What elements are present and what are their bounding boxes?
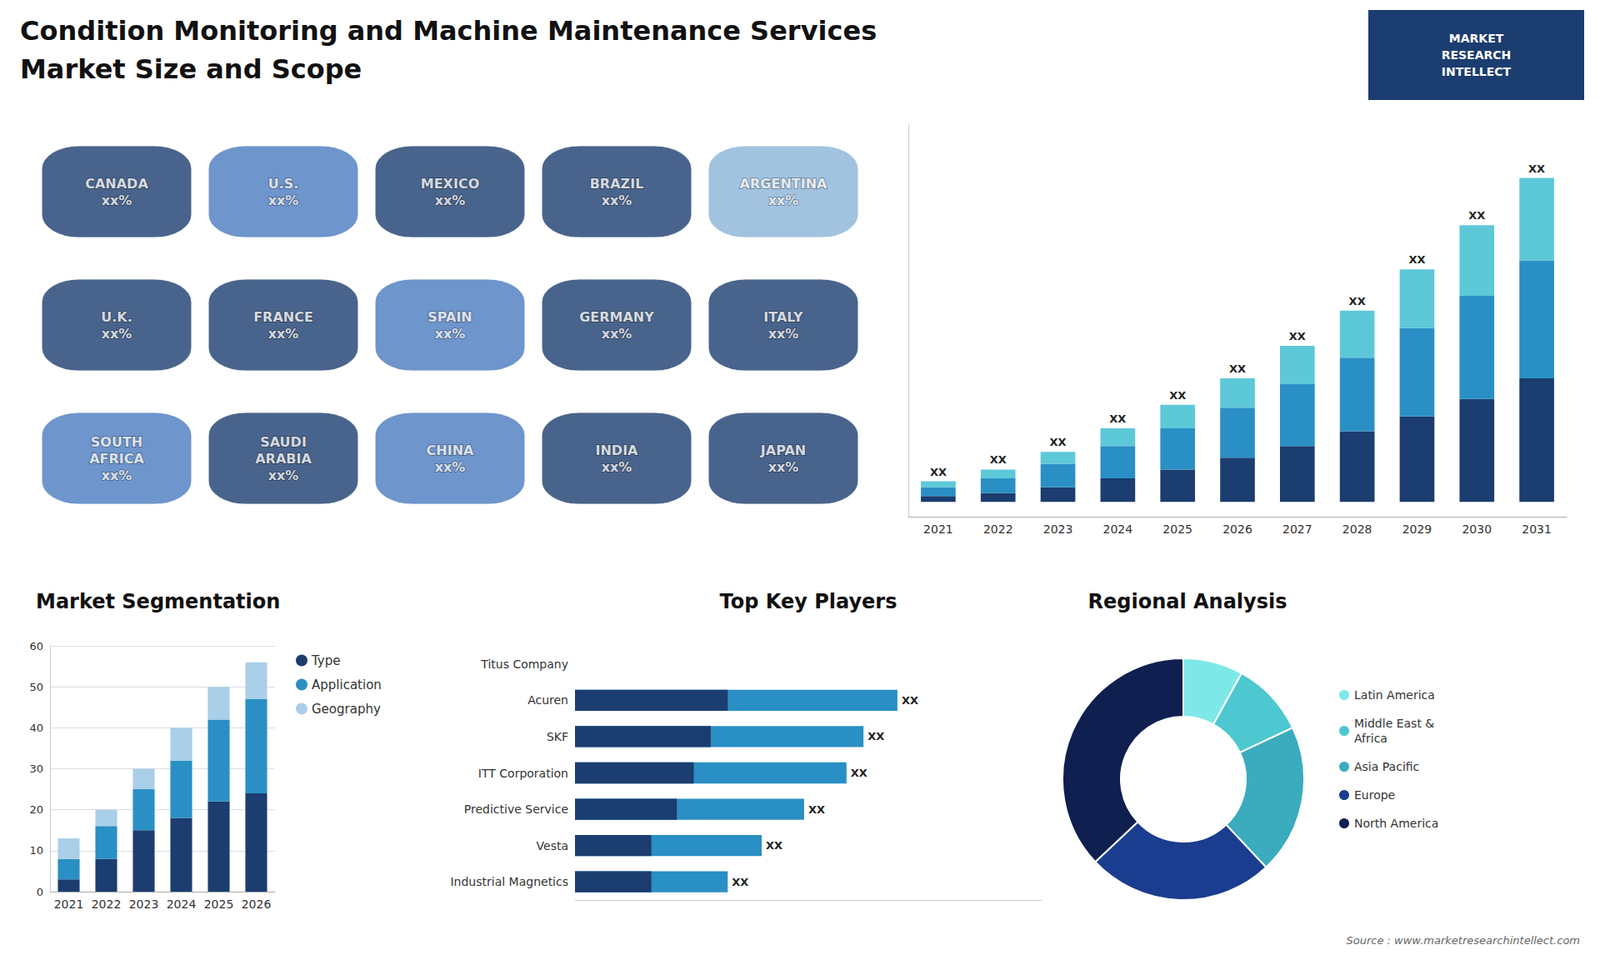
svg-text:XX: XX (1050, 435, 1067, 449)
svg-text:xx%: xx% (101, 192, 133, 209)
svg-text:XX: XX (867, 730, 885, 743)
svg-text:Asia Pacific: Asia Pacific (1354, 760, 1420, 774)
svg-text:Type: Type (310, 653, 340, 669)
svg-text:xx%: xx% (601, 459, 633, 475)
svg-text:20: 20 (29, 803, 44, 816)
svg-text:xx%: xx% (268, 192, 300, 209)
svg-text:2029: 2029 (1402, 522, 1433, 536)
svg-text:BRAZIL: BRAZIL (590, 175, 645, 192)
svg-text:Titus Company: Titus Company (480, 657, 569, 671)
svg-text:10: 10 (29, 844, 44, 857)
svg-text:SOUTH: SOUTH (90, 434, 143, 450)
svg-text:Acuren: Acuren (527, 693, 569, 707)
svg-text:2027: 2027 (1282, 522, 1313, 536)
svg-text:CHINA: CHINA (426, 442, 475, 459)
svg-text:xx%: xx% (601, 325, 633, 342)
svg-text:MEXICO: MEXICO (420, 175, 480, 192)
svg-text:2021: 2021 (54, 897, 85, 911)
svg-text:xx%: xx% (435, 459, 466, 475)
svg-text:AFRICA: AFRICA (89, 450, 145, 467)
svg-text:xx%: xx% (268, 467, 300, 484)
svg-text:INDIA: INDIA (595, 442, 640, 459)
svg-text:Regional Analysis: Regional Analysis (1087, 590, 1287, 614)
svg-text:Africa: Africa (1354, 731, 1388, 745)
svg-text:XX: XX (1349, 295, 1366, 308)
svg-text:JAPAN: JAPAN (760, 442, 806, 459)
svg-text:U.S.: U.S. (268, 175, 300, 192)
svg-text:50: 50 (29, 680, 44, 694)
svg-text:xx%: xx% (101, 467, 133, 484)
svg-text:Europe: Europe (1354, 788, 1395, 802)
svg-text:ARABIA: ARABIA (255, 450, 312, 467)
svg-text:xx%: xx% (601, 192, 633, 209)
svg-text:XX: XX (765, 839, 783, 852)
svg-text:XX: XX (990, 453, 1007, 466)
svg-text:XX: XX (1109, 412, 1126, 425)
svg-text:Market Segmentation: Market Segmentation (35, 590, 280, 614)
svg-text:XX: XX (1468, 209, 1485, 222)
svg-text:xx%: xx% (768, 459, 800, 475)
svg-text:xx%: xx% (768, 325, 800, 342)
svg-text:Predictive Service: Predictive Service (464, 802, 569, 816)
svg-text:XX: XX (850, 766, 868, 780)
svg-text:2026: 2026 (1222, 522, 1253, 536)
svg-text:Vesta: Vesta (536, 839, 569, 853)
svg-text:XX: XX (901, 694, 919, 707)
svg-text:xx%: xx% (101, 325, 133, 342)
svg-text:xx%: xx% (435, 325, 466, 342)
svg-text:MARKET: MARKET (1449, 31, 1505, 45)
svg-text:ITT Corporation: ITT Corporation (478, 766, 569, 780)
svg-text:Top Key Players: Top Key Players (720, 590, 898, 614)
svg-text:2025: 2025 (1162, 522, 1193, 536)
svg-text:ARGENTINA: ARGENTINA (740, 175, 828, 192)
svg-text:GERMANY: GERMANY (579, 309, 655, 325)
svg-text:Application: Application (311, 677, 382, 693)
svg-text:XX: XX (1528, 162, 1545, 175)
svg-text:2022: 2022 (983, 522, 1014, 536)
svg-text:2028: 2028 (1342, 522, 1373, 536)
svg-text:XX: XX (1289, 330, 1306, 343)
svg-text:U.K.: U.K. (100, 309, 133, 325)
svg-text:CANADA: CANADA (85, 175, 149, 192)
svg-text:XX: XX (1408, 253, 1425, 266)
svg-text:30: 30 (29, 762, 44, 775)
svg-text:ITALY: ITALY (763, 309, 804, 325)
svg-text:SPAIN: SPAIN (427, 309, 473, 325)
svg-text:Condition Monitoring and Machi: Condition Monitoring and Machine Mainten… (20, 15, 877, 47)
svg-text:xx%: xx% (268, 325, 300, 342)
svg-text:Middle East &: Middle East & (1354, 716, 1435, 730)
svg-text:2023: 2023 (1043, 522, 1074, 536)
svg-text:2030: 2030 (1461, 522, 1492, 536)
svg-text:2024: 2024 (166, 897, 197, 911)
svg-text:40: 40 (29, 721, 44, 735)
svg-text:RESEARCH: RESEARCH (1441, 48, 1512, 62)
svg-text:2022: 2022 (91, 897, 122, 911)
svg-text:60: 60 (29, 640, 44, 653)
svg-text:XX: XX (930, 465, 947, 479)
svg-text:2031: 2031 (1521, 522, 1552, 536)
svg-text:Latin America: Latin America (1354, 688, 1435, 702)
svg-text:xx%: xx% (435, 192, 466, 209)
svg-text:Industrial Magnetics: Industrial Magnetics (450, 875, 569, 889)
svg-text:2023: 2023 (129, 897, 160, 911)
svg-text:Source : www.marketresearchint: Source : www.marketresearchintellect.com (1346, 934, 1581, 947)
svg-text:INTELLECT: INTELLECT (1441, 65, 1512, 79)
svg-text:2025: 2025 (204, 897, 235, 911)
svg-text:2024: 2024 (1103, 522, 1134, 536)
svg-text:SKF: SKF (546, 730, 569, 744)
svg-text:Market Size and Scope: Market Size and Scope (20, 53, 362, 85)
svg-text:0: 0 (36, 885, 44, 899)
svg-text:XX: XX (1169, 389, 1186, 402)
svg-text:2021: 2021 (923, 522, 954, 536)
svg-text:Geography: Geography (311, 701, 381, 717)
svg-text:2026: 2026 (241, 897, 272, 911)
svg-text:North America: North America (1354, 816, 1439, 830)
svg-text:XX: XX (1229, 362, 1246, 375)
svg-text:FRANCE: FRANCE (253, 309, 314, 325)
svg-text:XX: XX (731, 875, 749, 889)
svg-text:SAUDI: SAUDI (260, 434, 307, 450)
svg-text:XX: XX (808, 803, 825, 816)
svg-text:xx%: xx% (768, 192, 800, 209)
